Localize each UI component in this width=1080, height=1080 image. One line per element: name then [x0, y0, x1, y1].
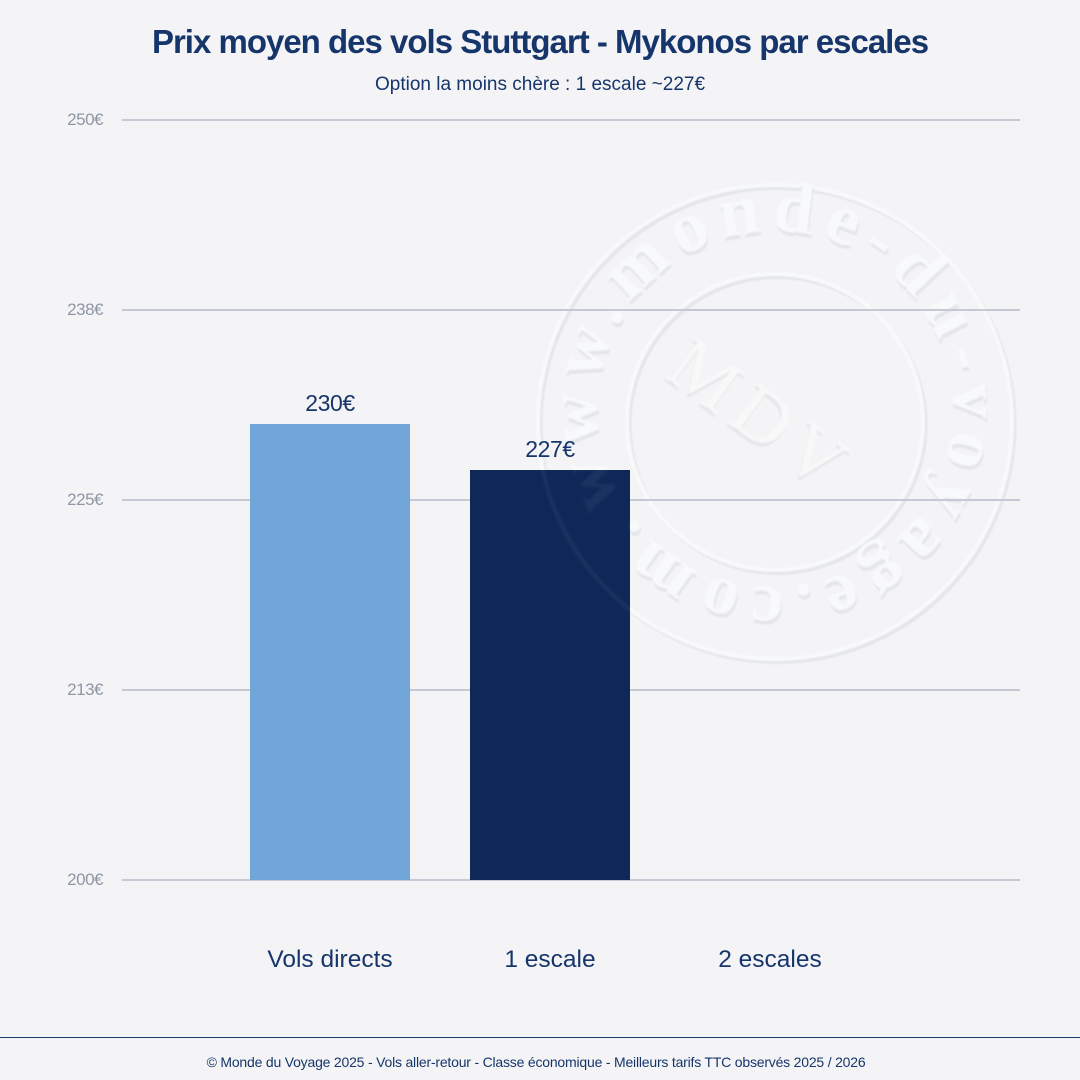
svg-text:MDV: MDV	[653, 321, 870, 511]
svg-text:www.monde-du-voyage.com.: www.monde-du-voyage.com.	[532, 166, 1017, 652]
